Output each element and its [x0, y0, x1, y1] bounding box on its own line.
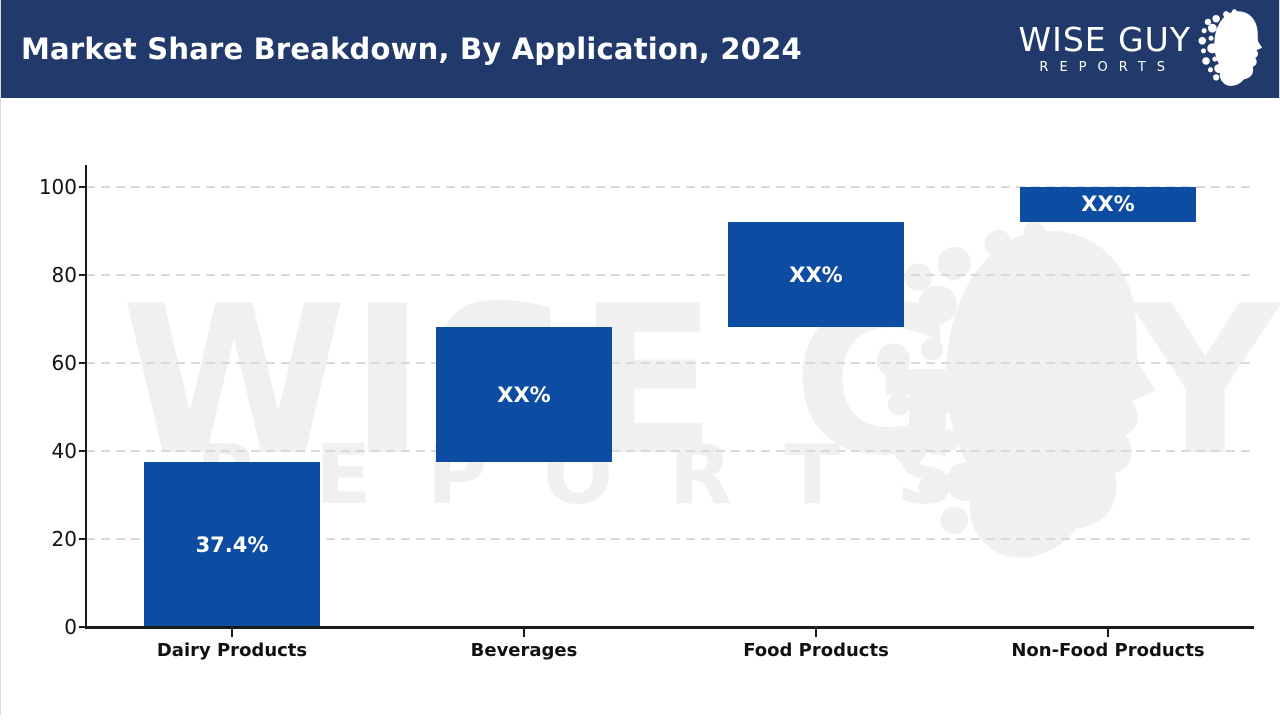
y-tick-label: 100 [38, 175, 77, 199]
bar-value-label: XX% [497, 382, 551, 407]
x-axis [85, 626, 1254, 629]
x-tickmark [1107, 629, 1109, 637]
x-tickmark [523, 629, 525, 637]
gridline [86, 538, 1254, 540]
logo-text: WISE GUY REPORTS [1018, 23, 1191, 75]
y-tick-label: 0 [64, 615, 77, 639]
logo-reports-label: REPORTS [1039, 59, 1177, 75]
y-tick-label: 20 [51, 527, 77, 551]
gridline [86, 186, 1254, 188]
y-tickmark [79, 274, 86, 276]
bar-value-label: XX% [1081, 192, 1135, 217]
bar: XX% [728, 221, 904, 328]
chart-area: WISE GUY REPORTS 0 20 40 60 80 100 37.4% XX% XX%… [1, 98, 1280, 715]
gridline [86, 274, 1254, 276]
y-tickmark [79, 186, 86, 188]
logo-wiseguy-label: WISE GUY [1018, 20, 1191, 60]
y-axis [85, 165, 87, 629]
x-tickmark [231, 629, 233, 637]
bar: XX% [1020, 187, 1196, 222]
bar: 37.4% [144, 462, 320, 627]
wiseguy-logo: WISE GUY REPORTS [1018, 8, 1265, 90]
y-tickmark [79, 450, 86, 452]
gridline [86, 450, 1254, 452]
y-tick-label: 80 [51, 263, 77, 287]
bar-value-label: 37.4% [195, 532, 269, 557]
y-tick-label: 40 [51, 439, 77, 463]
gridline [86, 362, 1254, 364]
bar: XX% [436, 327, 612, 463]
y-tickmark [79, 362, 86, 364]
bar-value-label: XX% [789, 262, 843, 287]
y-tickmark [79, 626, 86, 628]
x-tickmark [815, 629, 817, 637]
x-category-label: Beverages [470, 640, 578, 661]
watermark-dotted-face-icon [876, 221, 1156, 558]
y-tickmark [79, 538, 86, 540]
x-category-label: Dairy Products [156, 640, 308, 661]
chart-header: Market Share Breakdown, By Application, … [1, 0, 1279, 98]
chart-title: Market Share Breakdown, By Application, … [21, 32, 802, 66]
x-category-label: Food Products [743, 640, 889, 661]
dotted-face-profile-icon [1198, 9, 1263, 86]
x-category-label: Non-Food Products [1011, 640, 1205, 661]
y-tick-label: 60 [51, 351, 77, 375]
